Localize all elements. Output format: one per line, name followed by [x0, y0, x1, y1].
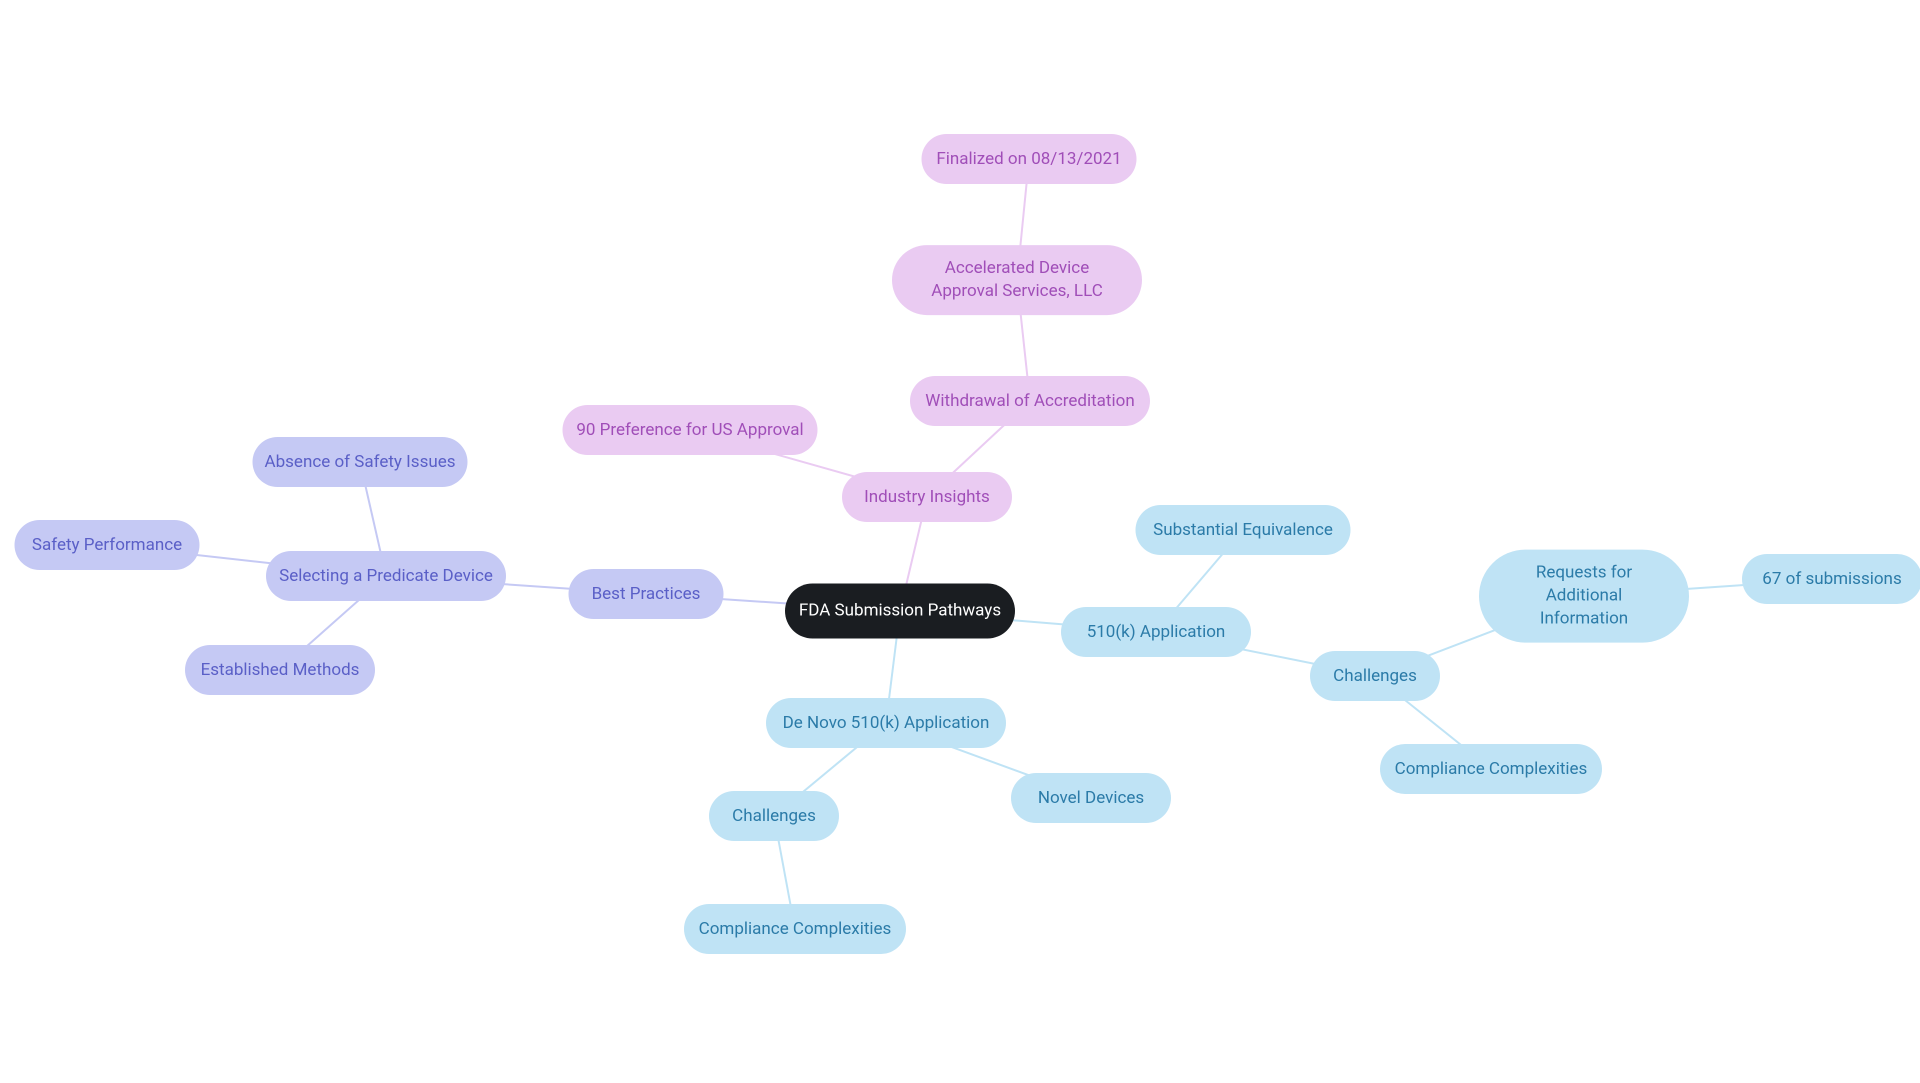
- node-denovo: De Novo 510(k) Application: [766, 698, 1006, 748]
- node-finalized: Finalized on 08/13/2021: [922, 134, 1137, 184]
- node-adas: Accelerated Device Approval Services, LL…: [892, 245, 1142, 315]
- node-layer: FDA Submission Pathways 510(k) Applicatio…: [0, 0, 1920, 1083]
- node-comp1: Compliance Complexities: [1380, 744, 1602, 794]
- node-safetyperf: Safety Performance: [15, 520, 200, 570]
- node-sub67: 67 of submissions: [1742, 554, 1920, 604]
- node-predicate: Selecting a Predicate Device: [266, 551, 506, 601]
- node-methods: Established Methods: [185, 645, 375, 695]
- node-bp: Best Practices: [569, 569, 724, 619]
- node-510k: 510(k) Application: [1061, 607, 1251, 657]
- node-challenges2: Challenges: [709, 791, 839, 841]
- node-subeq: Substantial Equivalence: [1136, 505, 1351, 555]
- node-comp2: Compliance Complexities: [684, 904, 906, 954]
- node-insights: Industry Insights: [842, 472, 1012, 522]
- node-pref90: 90 Preference for US Approval: [563, 405, 818, 455]
- node-challenges1: Challenges: [1310, 651, 1440, 701]
- node-rfai: Requests for Additional Information: [1479, 550, 1689, 643]
- node-withdraw: Withdrawal of Accreditation: [910, 376, 1150, 426]
- node-root: FDA Submission Pathways: [785, 584, 1015, 639]
- node-absence: Absence of Safety Issues: [253, 437, 468, 487]
- node-novel: Novel Devices: [1011, 773, 1171, 823]
